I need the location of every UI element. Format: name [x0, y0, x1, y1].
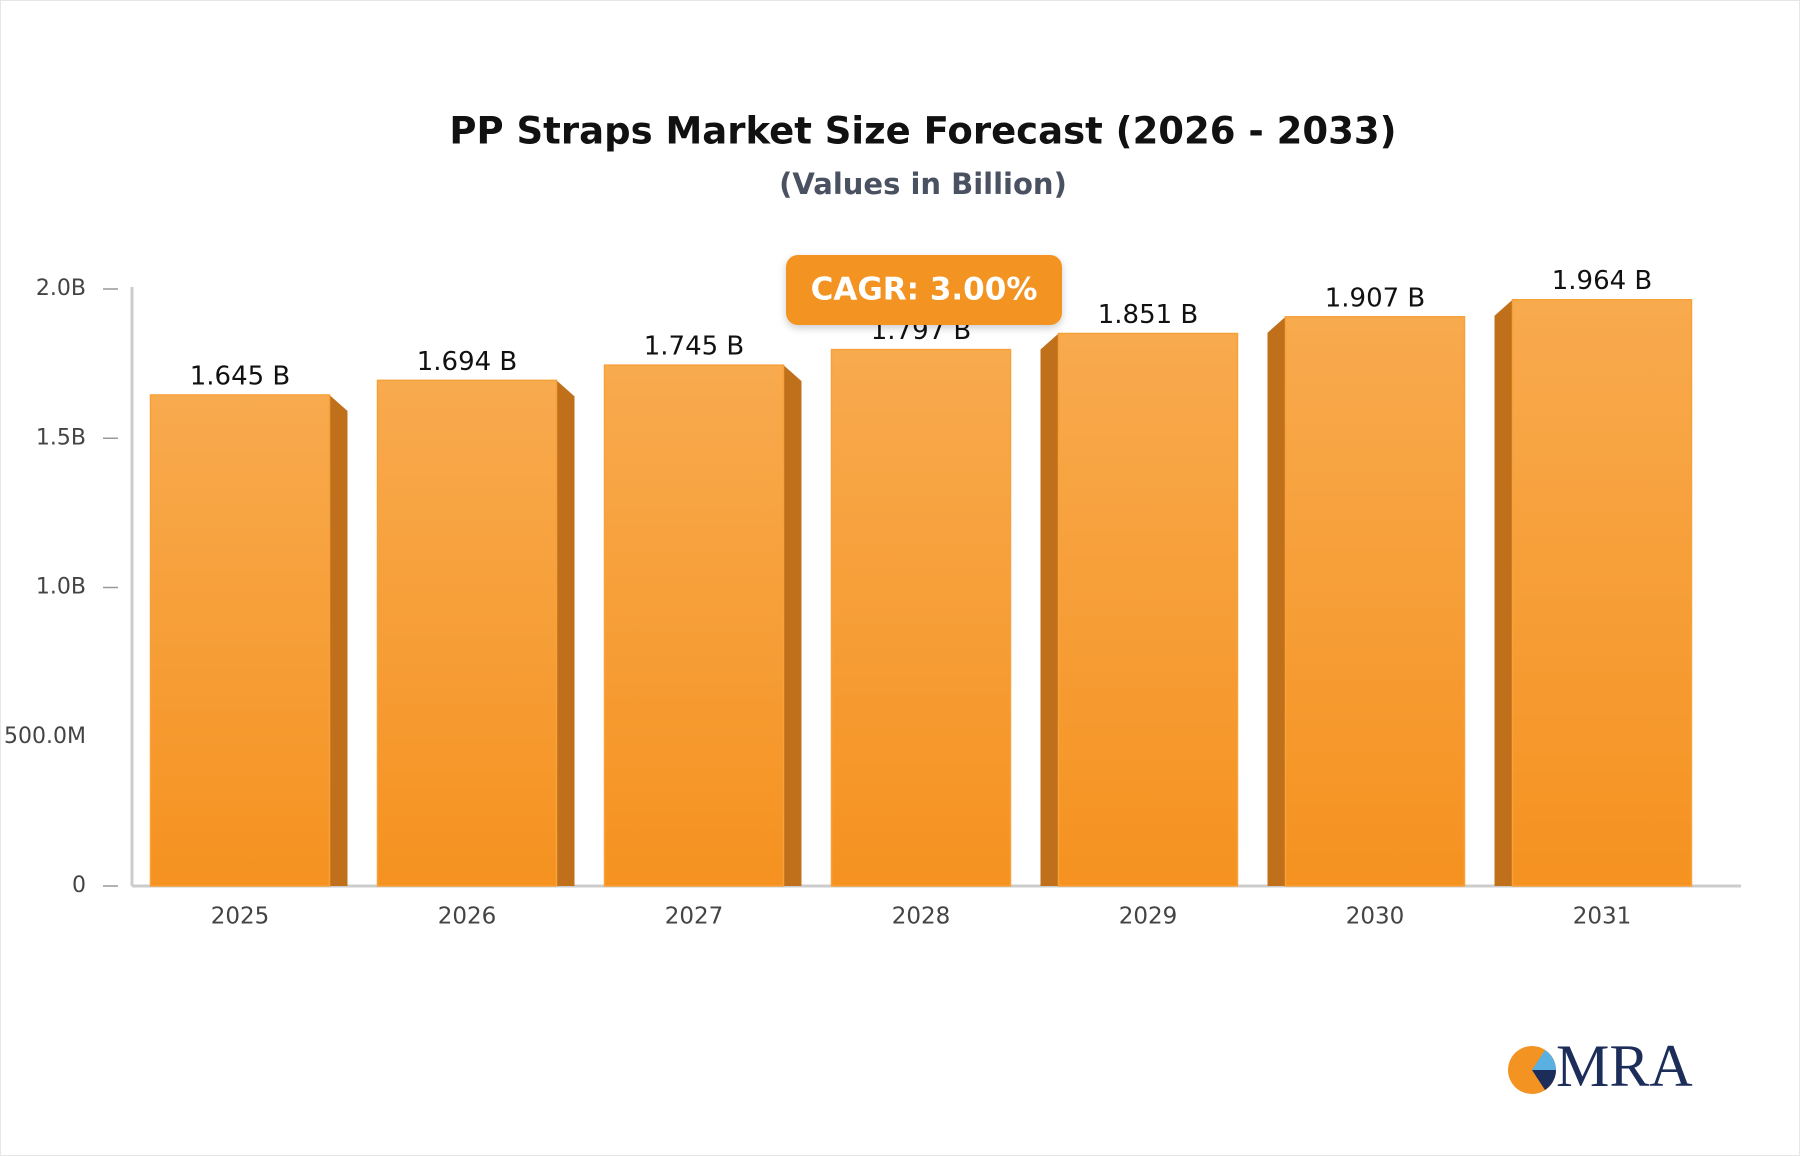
logo-text: MRA	[1556, 1033, 1693, 1099]
x-tick-label: 2031	[1573, 904, 1632, 930]
bar	[376, 379, 558, 887]
x-tick-label: 2026	[438, 904, 497, 930]
value-label: 1.745 B	[644, 332, 745, 362]
logo-icon	[1532, 1070, 1556, 1090]
bar-side	[1494, 299, 1513, 887]
bar-side	[1267, 316, 1286, 886]
cagr-box	[786, 255, 1062, 325]
bar	[603, 364, 785, 887]
value-label: 1.851 B	[1098, 300, 1199, 330]
y-tick-label: 2.0B	[36, 276, 86, 301]
logo-icon	[1532, 1050, 1556, 1070]
value-label: 1.645 B	[190, 361, 291, 391]
bar	[149, 394, 331, 887]
y-tick-label: 1.0B	[36, 575, 86, 600]
bar-side	[556, 380, 575, 886]
bar	[830, 348, 1012, 887]
bar	[1284, 316, 1466, 887]
bar-side	[329, 394, 348, 886]
chart-title: PP Straps Market Size Forecast (2026 - 2…	[449, 110, 1396, 153]
value-label: 1.694 B	[417, 347, 518, 377]
y-tick-label: 500.0M	[4, 724, 86, 749]
bar	[1511, 298, 1693, 887]
bar	[1057, 332, 1239, 887]
y-tick-label: 0	[72, 873, 86, 898]
bar-side	[783, 365, 802, 886]
x-tick-label: 2028	[892, 904, 951, 930]
chart-subtitle: (Values in Billion)	[779, 167, 1067, 201]
bar-side	[1040, 333, 1059, 886]
logo: MRA	[1508, 1033, 1693, 1099]
y-tick-label: 1.5B	[36, 425, 86, 450]
x-tick-label: 2027	[665, 904, 724, 930]
x-tick-label: 2030	[1346, 904, 1405, 930]
cagr-text: CAGR: 3.00%	[811, 272, 1038, 308]
value-label: 1.907 B	[1325, 283, 1426, 313]
value-label: 1.964 B	[1552, 266, 1653, 296]
x-tick-label: 2029	[1119, 904, 1178, 930]
x-tick-label: 2025	[211, 904, 270, 930]
cagr-badge: CAGR: 3.00%	[786, 255, 1062, 325]
